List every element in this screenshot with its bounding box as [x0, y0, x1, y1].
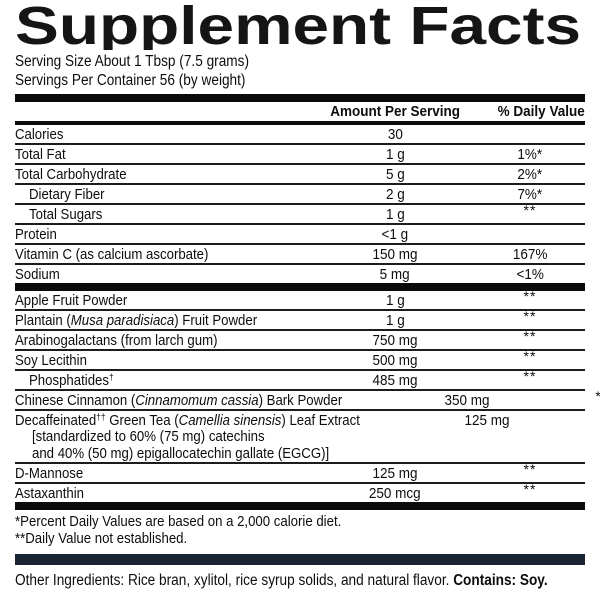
servings-per-container-line: Servings Per Container 56 (by weight) — [15, 72, 246, 89]
amount-value: 485 mg — [372, 371, 418, 389]
ingredient-name: Phosphatides† — [29, 371, 114, 389]
table-row: Protein <1 g — [15, 223, 585, 243]
ingredient-name: Total Fat — [15, 145, 66, 163]
footnote-not-established: **Daily Value not established. — [15, 530, 188, 547]
table-row: Calories 30 — [15, 125, 585, 143]
table-row: Astaxanthin 250 mcg ** — [15, 481, 585, 502]
table-row: Total Fat 1 g 1%* — [15, 143, 585, 163]
table-row: Plantain (Musa paradisiaca) Fruit Powder… — [15, 308, 585, 329]
nutrient-rows-section: Calories 30 Total Fat 1 g 1%* Total Carbohydr… — [15, 125, 585, 283]
column-header-amount: Amount Per Serving — [330, 103, 460, 120]
column-header-row: Amount Per Serving % Daily Value — [15, 102, 585, 125]
table-row: Total Carbohydrate 5 g 2%* — [15, 163, 585, 183]
amount-value: 125 mg — [464, 411, 510, 429]
amount-value: 5 g — [385, 165, 405, 183]
table-row: Apple Fruit Powder 1 g ** — [15, 288, 585, 309]
ingredient-name: Soy Lecithin — [15, 351, 87, 369]
amount-value: 750 mg — [372, 331, 418, 349]
table-row: Sodium 5 mg <1% — [15, 263, 585, 283]
table-row: Arabinogalactans (from larch gum) 750 mg *… — [15, 328, 585, 349]
daily-value: 7%* — [517, 185, 543, 203]
amount-value: 1 g — [385, 205, 405, 223]
panel-title: Supplement Facts — [15, 2, 581, 50]
daily-value: ** — [567, 412, 600, 429]
ingredient-name: Calories — [15, 125, 64, 143]
daily-value: ** — [523, 288, 537, 304]
accent-bar — [15, 554, 585, 565]
ingredient-name: Total Carbohydrate — [15, 165, 127, 183]
daily-value: ** — [523, 202, 537, 218]
daily-value: ** — [523, 348, 537, 364]
amount-value: 2 g — [385, 185, 405, 203]
panel-title-text: Supplement Facts — [15, 2, 581, 50]
ingredient-name: Apple Fruit Powder — [15, 291, 128, 309]
amount-value: 125 mg — [372, 464, 418, 482]
amount-value: 150 mg — [372, 245, 418, 263]
column-header-daily-value: % Daily Value — [497, 103, 585, 120]
ingredient-name: Total Sugars — [29, 205, 103, 223]
contains-statement: Contains: Soy. — [453, 572, 548, 589]
amount-value: 1 g — [385, 291, 405, 309]
daily-value: 167% — [512, 245, 548, 263]
daily-value: 1%* — [517, 145, 543, 163]
daily-value: ** — [547, 388, 600, 409]
amount-value: 350 mg — [444, 391, 490, 409]
daily-value: ** — [523, 308, 537, 324]
ingredient-name: Protein — [15, 225, 57, 243]
table-row: Decaffeinated†† Green Tea (Camellia sine… — [15, 409, 585, 462]
footnotes: *Percent Daily Values are based on a 2,0… — [15, 513, 585, 547]
other-ingredients: Other Ingredients: Rice bran, xylitol, r… — [15, 571, 585, 590]
ingredient-name: D-Mannose — [15, 464, 84, 482]
ingredient-subline: [standardized to 60% (75 mg) catechins — [32, 428, 265, 445]
ingredient-name: Astaxanthin — [15, 484, 84, 502]
amount-value: 250 mcg — [369, 484, 421, 502]
other-ingredients-text: Other Ingredients: Rice bran, xylitol, r… — [15, 572, 454, 589]
ingredient-name: Chinese Cinnamon (Cinnamomum cassia) Bar… — [15, 391, 343, 409]
amount-value: 1 g — [385, 311, 405, 329]
table-row: Dietary Fiber 2 g 7%* — [15, 183, 585, 203]
divider-bar-middle — [15, 283, 585, 291]
amount-value: <1 g — [381, 225, 409, 243]
daily-value: ** — [523, 481, 537, 497]
daily-value: <1% — [516, 265, 544, 283]
amount-value: 30 — [387, 125, 403, 143]
ingredient-name: Decaffeinated†† Green Tea (Camellia sine… — [15, 411, 360, 429]
serving-info: Serving Size About 1 Tbsp (7.5 grams) Se… — [15, 52, 585, 90]
divider-bar-top — [15, 94, 585, 102]
divider-bar-bottom — [15, 502, 585, 510]
table-row: D-Mannose 125 mg ** — [15, 461, 585, 482]
daily-value — [475, 126, 585, 143]
ingredient-name: Arabinogalactans (from larch gum) — [15, 331, 218, 349]
amount-value: 500 mg — [372, 351, 418, 369]
table-row: Soy Lecithin 500 mg ** — [15, 348, 585, 369]
table-row: Vitamin C (as calcium ascorbate) 150 mg 16… — [15, 243, 585, 263]
daily-value: ** — [523, 368, 537, 384]
serving-size-line: Serving Size About 1 Tbsp (7.5 grams) — [15, 53, 250, 70]
ingredient-subline: and 40% (50 mg) epigallocatechin gallate… — [32, 444, 330, 462]
ingredient-name: Plantain (Musa paradisiaca) Fruit Powder — [15, 311, 258, 329]
daily-value: ** — [523, 328, 537, 344]
amount-value: 5 mg — [379, 265, 411, 283]
ingredient-name: Vitamin C (as calcium ascorbate) — [15, 245, 209, 263]
amount-value: 1 g — [385, 145, 405, 163]
daily-value: 2%* — [517, 165, 543, 183]
table-row: Phosphatides† 485 mg ** — [15, 368, 585, 389]
ingredient-name: Dietary Fiber — [29, 185, 105, 203]
table-row: Chinese Cinnamon (Cinnamomum cassia) Bar… — [15, 388, 600, 409]
ingredient-name: Sodium — [15, 265, 60, 283]
daily-value — [475, 226, 585, 243]
daily-value: ** — [523, 461, 537, 477]
table-row: Total Sugars 1 g ** — [15, 202, 585, 223]
footnote-daily-value: *Percent Daily Values are based on a 2,0… — [15, 513, 342, 530]
botanical-rows-section: Apple Fruit Powder 1 g ** Plantain (Musa pa… — [15, 288, 600, 502]
